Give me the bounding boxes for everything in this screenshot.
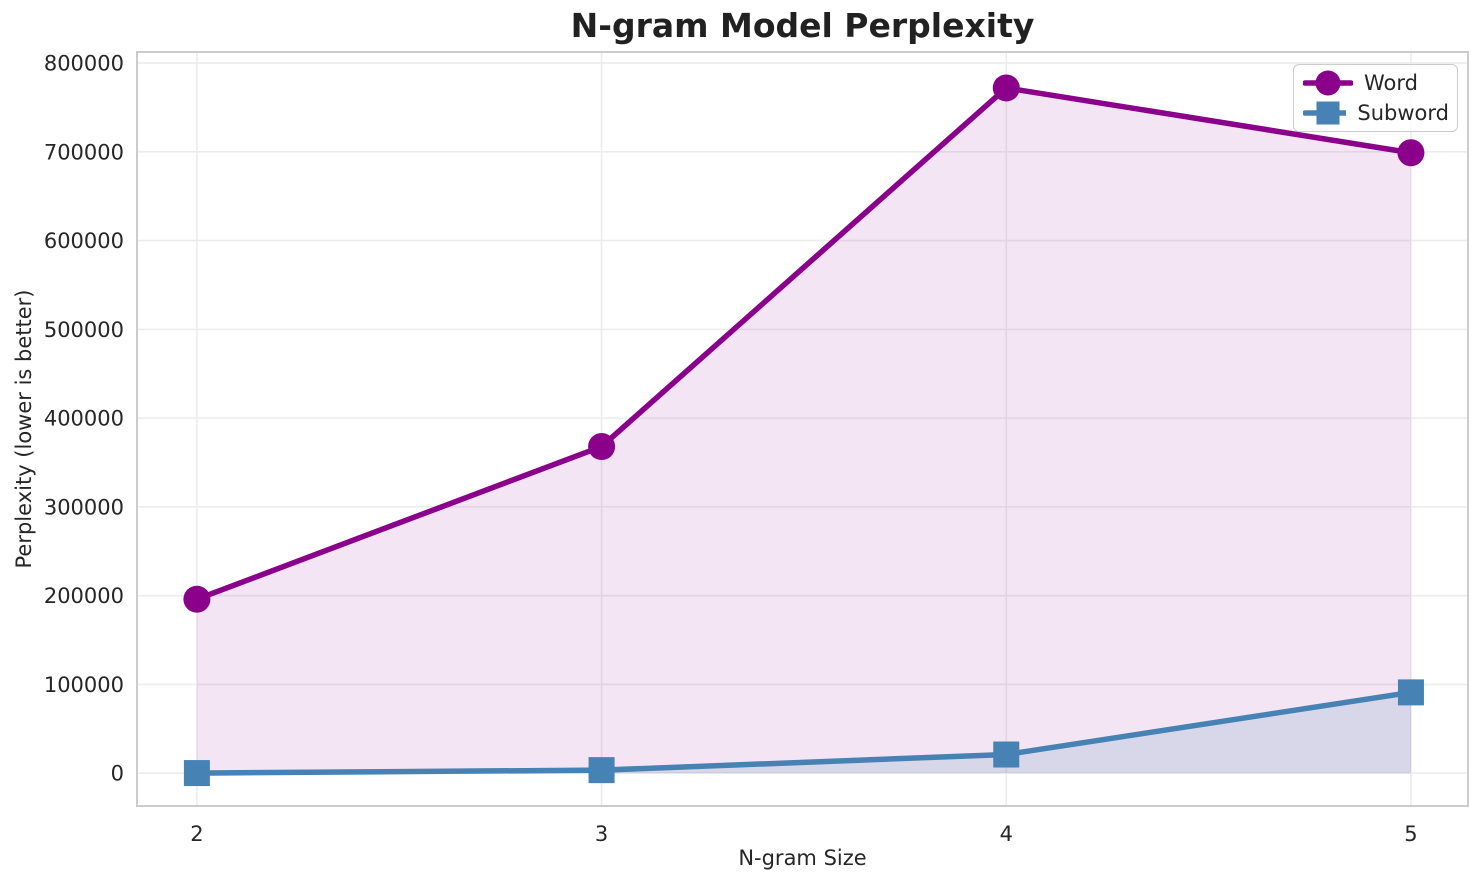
- legend-item-word: Word: [1303, 69, 1449, 97]
- subword-marker: [1397, 679, 1424, 706]
- x-axis-label: N-gram Size: [738, 846, 867, 870]
- subword-series-marker-icon: [1303, 101, 1347, 125]
- subword-area-fill: [196, 692, 1411, 774]
- plot-spines: [136, 51, 1469, 807]
- subword-marker: [993, 741, 1020, 768]
- word-marker: [1397, 139, 1425, 167]
- y-tick-label: 200000: [44, 584, 124, 608]
- word-marker: [992, 74, 1020, 102]
- subword-marker: [183, 760, 210, 787]
- legend-label-subword: Subword: [1357, 101, 1449, 125]
- y-tick-label: 500000: [44, 318, 124, 342]
- x-tick-label: 2: [190, 822, 203, 846]
- y-tick-label: 700000: [44, 140, 124, 164]
- y-tick-label: 800000: [44, 52, 124, 76]
- y-tick-label: 0: [111, 762, 124, 786]
- x-tick-label: 4: [1000, 822, 1013, 846]
- legend-item-subword: Subword: [1303, 99, 1449, 127]
- word-marker: [183, 585, 211, 613]
- y-tick-label: 300000: [44, 495, 124, 519]
- word-marker: [588, 433, 616, 461]
- y-tick-label: 600000: [44, 229, 124, 253]
- legend: Word Subword: [1293, 64, 1458, 132]
- x-tick-label: 3: [595, 822, 608, 846]
- y-axis-label: Perplexity (lower is better): [12, 289, 36, 569]
- y-tick-label: 400000: [44, 407, 124, 431]
- y-tick-label: 100000: [44, 673, 124, 697]
- subword-line: [196, 689, 1412, 776]
- word-area-fill: [196, 87, 1411, 774]
- chart-title: N-gram Model Perplexity: [570, 6, 1035, 45]
- word-line: [195, 85, 1412, 602]
- legend-label-word: Word: [1364, 71, 1418, 95]
- word-series-marker-icon: [1303, 70, 1353, 96]
- x-tick-label: 5: [1404, 822, 1417, 846]
- subword-marker: [588, 757, 615, 784]
